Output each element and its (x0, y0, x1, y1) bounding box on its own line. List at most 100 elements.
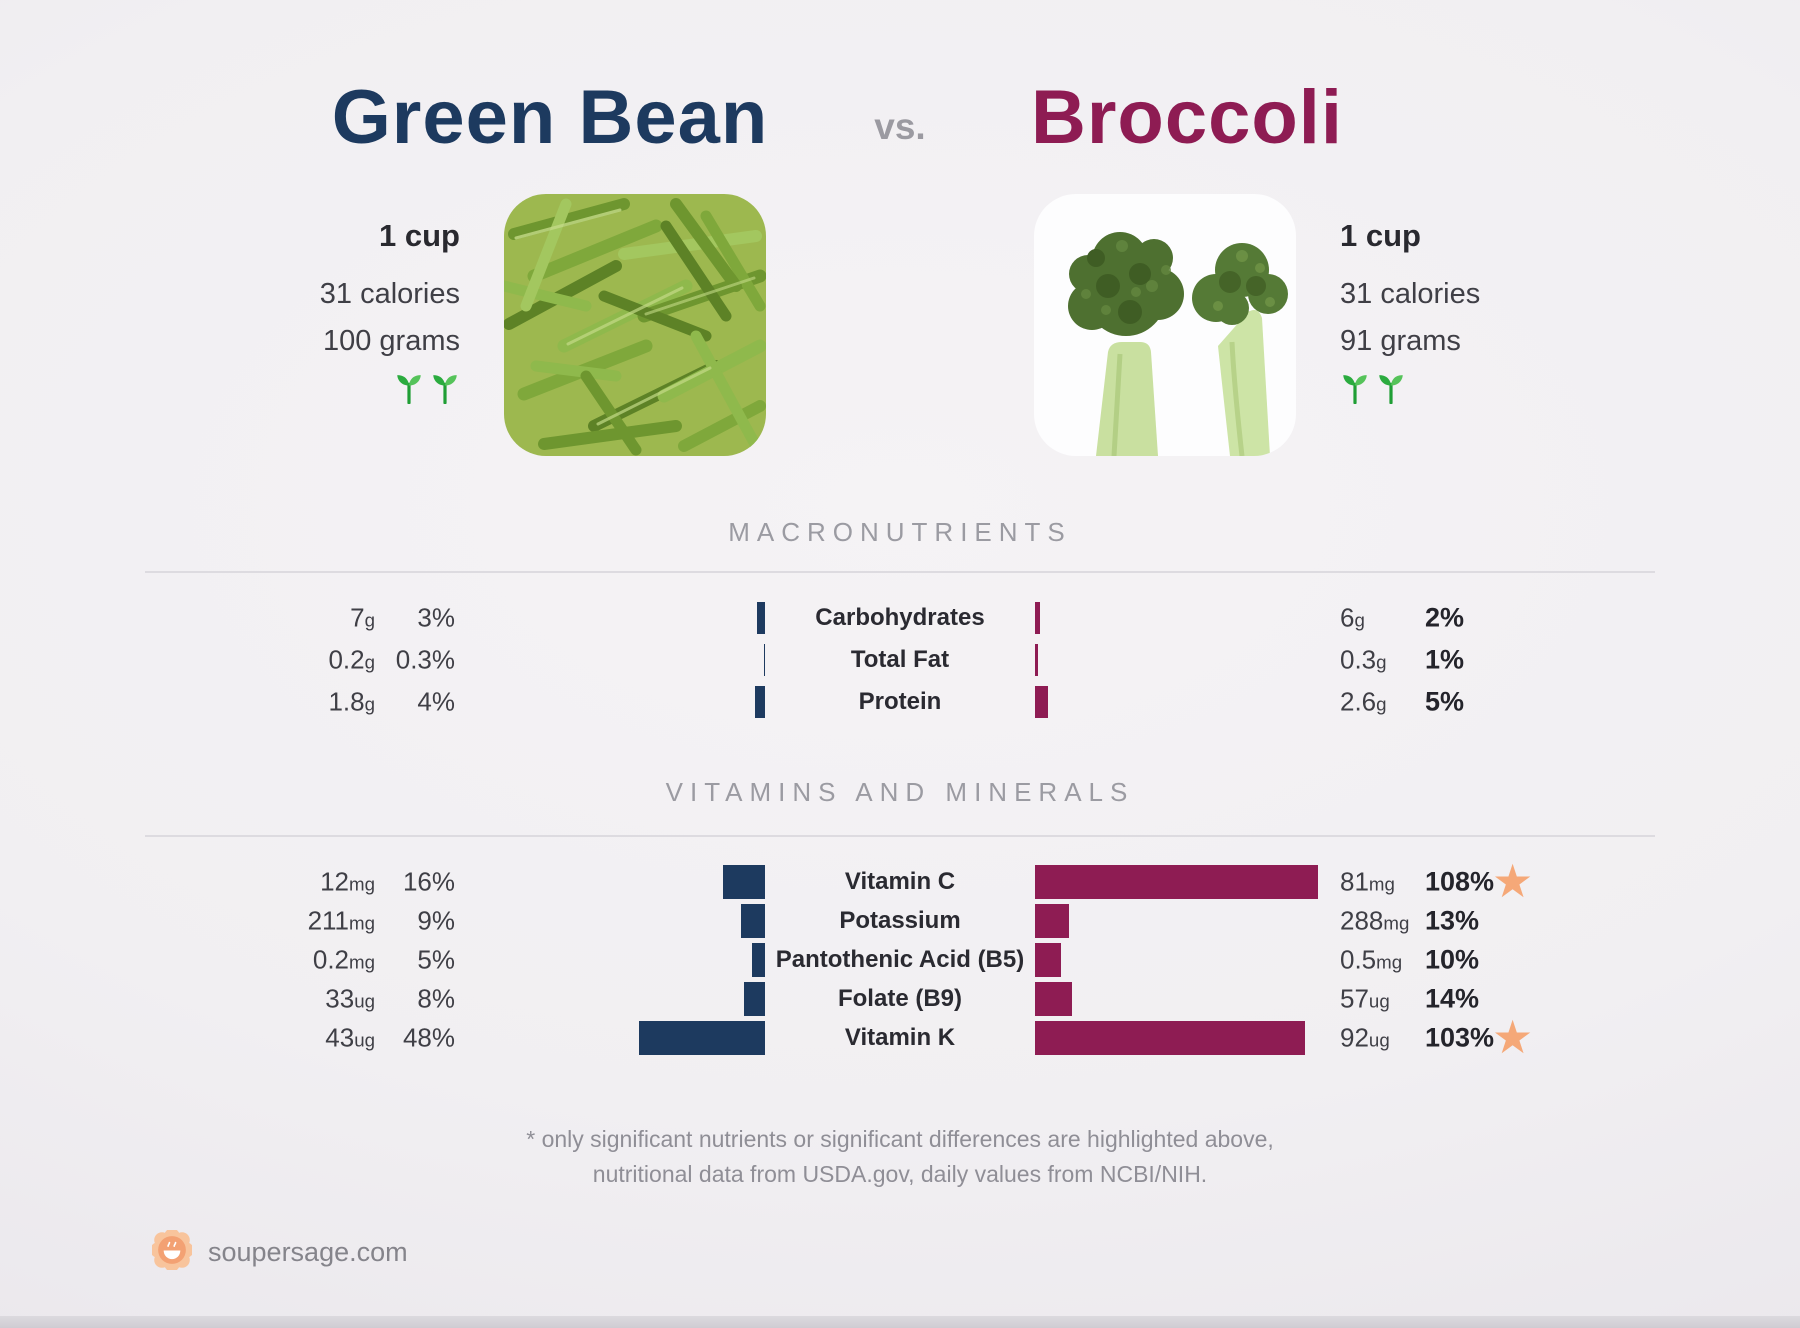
star-icon: ★ (1492, 854, 1534, 907)
green-bean-percent: 8% (417, 983, 455, 1013)
broccoli-bar (1035, 644, 1038, 676)
green-bean-bar (744, 981, 765, 1016)
green-bean-bar (741, 903, 765, 938)
nutrient-label: Potassium (839, 906, 961, 934)
nutrient-label: Total Fat (850, 646, 950, 673)
footnote-line-2: nutritional data from USDA.gov, daily va… (592, 1161, 1208, 1187)
amount-unit: mg (349, 912, 375, 933)
star-icon: ★ (1492, 1010, 1534, 1063)
calories-value: 31 calories (319, 278, 460, 310)
broccoli-bar (1035, 1020, 1305, 1055)
nutrient-row: 33ug 8% Folate (B9) 57ug 14% (0, 979, 1800, 1018)
green-bean-amount: 12mg (320, 866, 375, 897)
broccoli-percent: 108% (1425, 866, 1495, 896)
green-bean-amount: 33ug (325, 983, 375, 1014)
sprout-icons (1340, 372, 1670, 406)
amount-unit: ug (1368, 1029, 1390, 1050)
amount-number: 43 (325, 1022, 355, 1052)
nutrient-row: 0.2g 0.3% Total Fat 0.3g 1% (0, 639, 1800, 681)
amount-number: 81 (1340, 866, 1369, 896)
broccoli-amount: 6g (1340, 603, 1365, 634)
amount-number: 211 (307, 905, 350, 935)
section-title-vitamins-minerals: VITAMINS AND MINERALS (665, 777, 1135, 807)
broccoli-bar (1035, 981, 1072, 1016)
broccoli-percent: 2% (1425, 602, 1465, 633)
nutrient-row: 0.2mg 5% Pantothenic Acid (B5) 0.5mg 10% (0, 940, 1800, 979)
green-bean-bar (752, 942, 765, 977)
broccoli-bar (1035, 903, 1069, 938)
footnote: * only significant nutrients or signific… (0, 1122, 1800, 1192)
broccoli-bar (1035, 942, 1061, 977)
seedling-icon (433, 375, 457, 404)
divider (145, 835, 1655, 837)
soupersage-logo-icon (152, 1230, 192, 1270)
green-bean-percent: 16% (402, 866, 455, 896)
amount-unit: ug (1368, 990, 1390, 1011)
macronutrients-rows: 7g 3% Carbohydrates 6g 2% 0.2g 0.3% Total Fat 0.… (0, 597, 1800, 723)
nutrient-row: 211mg 9% Potassium 288 mg 13% (0, 901, 1800, 940)
broccoli-amount: 81mg (1340, 866, 1395, 897)
serving-size: 1 cup (1340, 218, 1421, 253)
broccoli-amount: 0.5mg (1340, 944, 1402, 975)
amount-number: 33 (325, 983, 355, 1013)
nutrient-row: 43ug 48% Vitamin K 92ug 103% ★ (0, 1014, 1800, 1060)
amount-unit: mg (349, 873, 375, 894)
green-bean-percent: 0.3% (395, 644, 455, 675)
amount-number: 288 (1340, 905, 1384, 935)
green-bean-amount: 1.8g (328, 687, 375, 718)
amount-unit: g (1376, 651, 1387, 673)
nutrient-row: 1.8g 4% Protein 2.6 g 5% (0, 681, 1800, 723)
amount-unit: ug (354, 990, 375, 1011)
broccoli-bar (1035, 602, 1040, 634)
amount-number: 0.2 (328, 644, 365, 675)
broccoli-image (1034, 194, 1296, 456)
broccoli-info: 1 cup 31 calories 91 grams (1340, 218, 1670, 406)
amount-number: 1.8 (328, 686, 365, 717)
amount-unit: mg (349, 951, 375, 972)
divider (145, 571, 1655, 573)
amount-number: 92 (1340, 1022, 1369, 1052)
nutrient-label: Protein (858, 688, 942, 715)
section-title-macronutrients: MACRONUTRIENTS (728, 517, 1072, 547)
broccoli-bar (1035, 864, 1318, 899)
broccoli-percent: 5% (1425, 686, 1465, 717)
nutrient-row: 7g 3% Carbohydrates 6g 2% (0, 597, 1800, 639)
nutrient-label: Vitamin C (844, 867, 956, 895)
amount-number: 2.6 (1340, 686, 1377, 717)
amount-unit: mg (1376, 951, 1403, 972)
broccoli-percent: 10% (1425, 944, 1480, 974)
amount-number: 7 (350, 602, 365, 633)
broccoli-percent: 1% (1425, 644, 1465, 675)
amount-number: 0.5 (1340, 944, 1377, 974)
broccoli-percent: 13% (1425, 905, 1480, 935)
amount-number: 0.2 (312, 944, 350, 974)
green-bean-amount: 7g (350, 603, 375, 634)
vitamins-minerals-rows: 12mg 16% Vitamin C 81mg 108% ★ 211mg 9% Potassiu… (0, 858, 1800, 1060)
weight-value: 91 grams (1340, 325, 1461, 357)
nutrient-row: 12mg 16% Vitamin C 81mg 108% ★ (0, 858, 1800, 904)
green-bean-amount: 0.2mg (313, 944, 375, 975)
vs-label: vs. (874, 106, 926, 147)
green-bean-image (504, 194, 766, 456)
amount-unit: ug (354, 1029, 375, 1050)
green-bean-percent: 4% (417, 686, 455, 717)
amount-unit: g (1354, 609, 1365, 631)
broccoli-amount: 57ug (1340, 983, 1390, 1014)
seedling-icon (397, 375, 421, 404)
green-bean-percent: 9% (417, 905, 455, 935)
amount-unit: g (364, 651, 375, 673)
amount-number: 6 (1340, 602, 1355, 633)
amount-number: 0.3 (1340, 644, 1377, 675)
seedling-icon (1379, 375, 1403, 404)
calories-value: 31 calories (1340, 278, 1481, 310)
amount-unit: g (364, 693, 375, 715)
bottom-edge (0, 1316, 1800, 1328)
green-bean-amount: 211mg (308, 905, 375, 936)
green-bean-bar (639, 1020, 765, 1055)
sprout-icons (150, 372, 460, 406)
amount-unit: mg (1368, 873, 1395, 894)
page-title-broccoli: Broccoli (1030, 75, 1344, 160)
nutrient-label: Pantothenic Acid (B5) (775, 945, 1025, 973)
green-bean-amount: 0.2g (328, 645, 375, 676)
